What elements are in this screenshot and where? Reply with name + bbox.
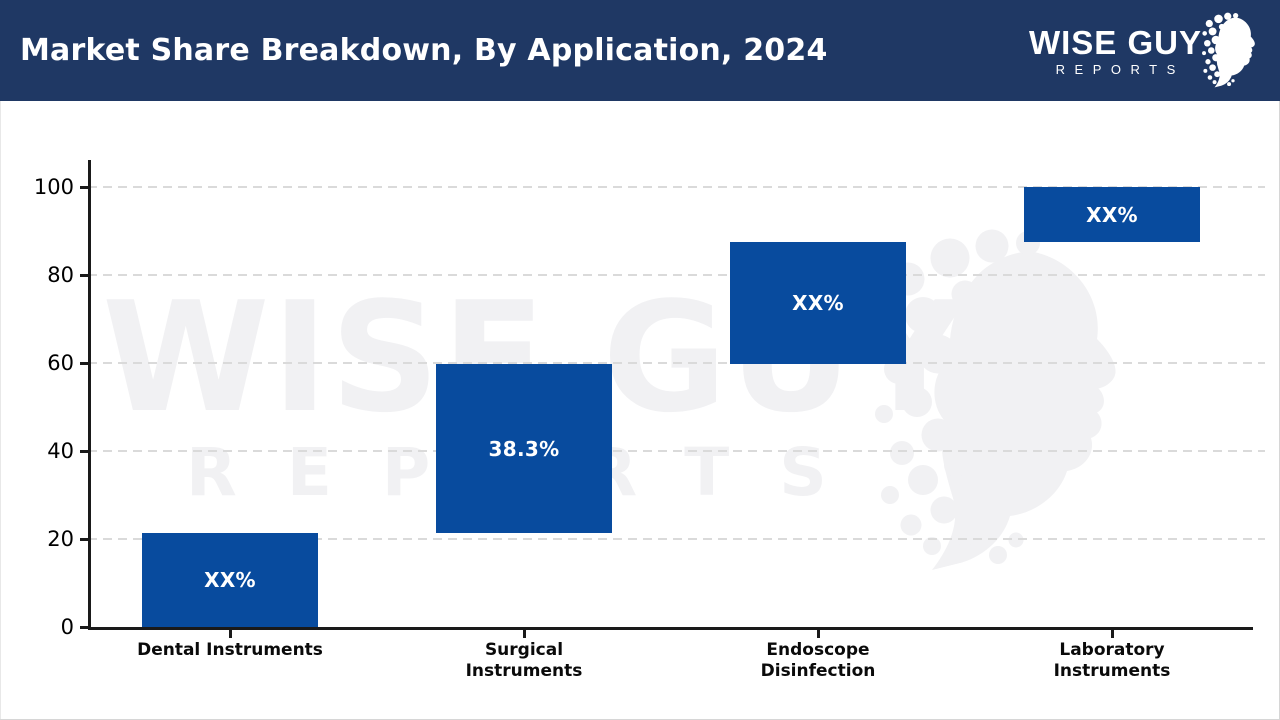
y-tick-label-40: 40 [47,439,74,463]
y-tick-100 [80,185,88,189]
bar-value-label-1: XX% [204,567,256,592]
x-category-label-1: Dental Instruments [137,640,323,660]
bar-segment-1: XX% [142,532,318,627]
y-tick-label-60: 60 [47,351,74,375]
x-tick-4 [1110,630,1114,638]
x-category-label-4: Laboratory Instruments [1053,640,1171,681]
x-tick-2 [522,630,526,638]
y-tick-40 [80,449,88,453]
bar-value-label-4: XX% [1086,202,1138,227]
page-title: Market Share Breakdown, By Application, … [20,33,828,68]
y-tick-label-100: 100 [33,175,74,199]
gridline-y-100 [88,186,1265,188]
bar-segment-4: XX% [1024,187,1200,243]
gridline-y-80 [88,274,1265,276]
brand-subtitle: REPORTS [1055,61,1185,77]
gridline-y-60 [88,362,1265,364]
x-axis-spine [88,627,1253,630]
y-tick-label-80: 80 [47,263,74,287]
y-tick-label-0: 0 [60,615,74,639]
bar-value-label-3: XX% [792,291,844,316]
bar-segment-3: XX% [730,242,906,365]
brand-name: WISE GUY [1028,23,1202,61]
y-axis-spine [88,160,91,630]
x-category-label-3: Endoscope Disinfection [760,640,876,681]
bar-value-label-2: 38.3% [488,436,560,461]
y-tick-0 [80,625,88,629]
gridline-y-20 [88,538,1265,540]
header: Market Share Breakdown, By Application, … [0,0,1280,101]
y-tick-label-20: 20 [47,527,74,551]
brand-logo-text: WISE GUY REPORTS [1029,26,1202,76]
bar-segment-2: 38.3% [436,364,612,533]
gridline-y-40 [88,450,1265,452]
x-category-label-2: Surgical Instruments [465,640,583,681]
brand-logo: WISE GUY REPORTS [1029,11,1266,90]
x-tick-1 [228,630,232,638]
y-tick-20 [80,537,88,541]
x-tick-3 [816,630,820,638]
y-tick-80 [80,273,88,277]
y-tick-60 [80,361,88,365]
